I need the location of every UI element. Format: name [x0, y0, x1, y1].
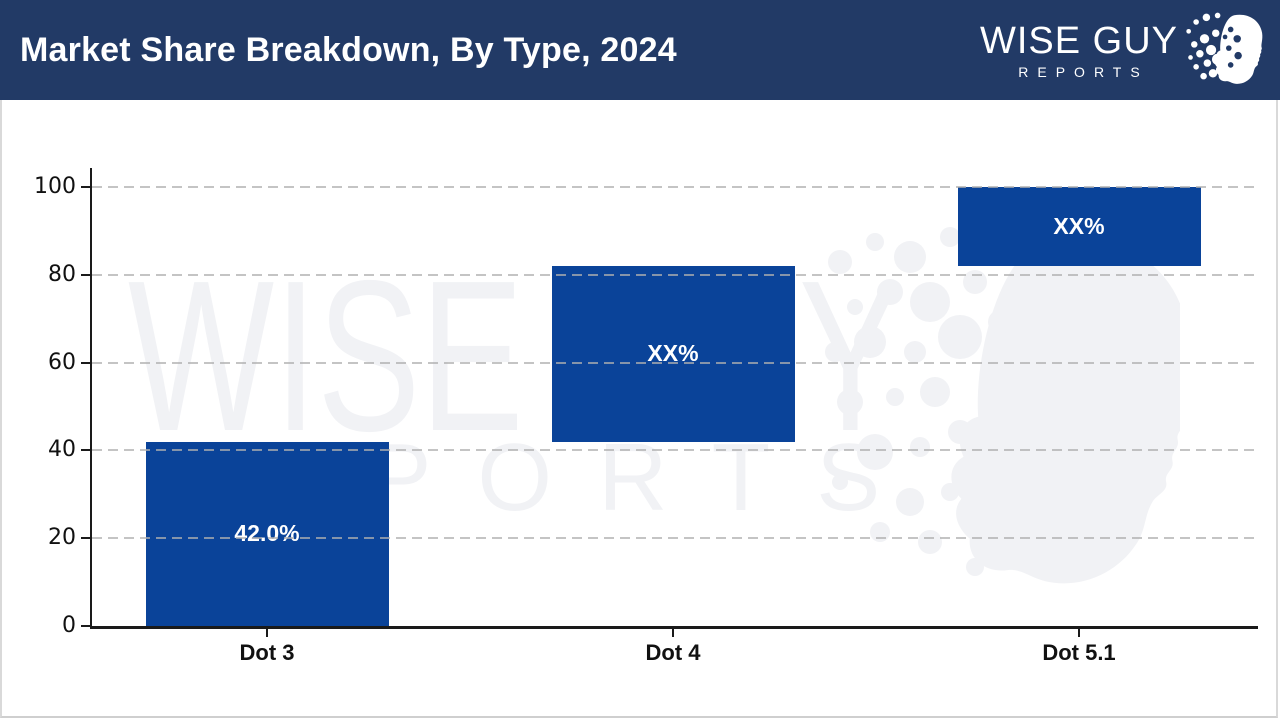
y-tick-0 — [81, 625, 90, 627]
x-tick-label-dot-5-1: Dot 5.1 — [1042, 640, 1116, 665]
x-tick-dot-3 — [266, 629, 268, 637]
gridline-20 — [92, 537, 1258, 540]
gridline-100 — [92, 186, 1258, 188]
logo-subtitle: REPORTS — [1018, 63, 1149, 80]
bar-value-label-dot-5-1: XX% — [1053, 213, 1105, 239]
bar-value-label-dot-3: 42.0% — [234, 520, 300, 547]
y-tick-label-100: 100 — [34, 174, 76, 199]
logo-text: WISE GUY REPORTS — [980, 22, 1178, 79]
logo-face-icon — [1186, 12, 1263, 84]
x-tick-dot-5-1 — [1078, 629, 1080, 637]
y-tick-label-20: 20 — [48, 525, 76, 551]
logo-wordmark: WISE GUY — [979, 19, 1178, 62]
wiseguy-logo: WISE GUY REPORTS — [980, 0, 1268, 100]
y-tick-label-60: 60 — [48, 349, 76, 375]
gridline-60 — [92, 361, 1258, 364]
gridline-40 — [92, 449, 1258, 452]
x-axis — [90, 626, 1258, 629]
y-tick-40 — [81, 449, 90, 452]
page-title: Market Share Breakdown, By Type, 2024 — [20, 30, 677, 69]
header: Market Share Breakdown, By Type, 2024 WI… — [0, 0, 1280, 100]
chart-canvas: WISE GUY REPORTS 0 — [0, 100, 1278, 718]
y-tick-label-40: 40 — [48, 437, 76, 463]
y-tick-label-80: 80 — [48, 261, 76, 287]
y-tick-20 — [81, 537, 90, 540]
chart: 0 20 40 60 80 100 42.0% Dot 3 XX% Dot 4 XX% Dot 5.1 — [2, 100, 1276, 716]
x-tick-dot-4 — [672, 629, 674, 637]
y-tick-label-0: 0 — [62, 613, 76, 638]
bar-dot-4: XX% — [551, 266, 795, 442]
bar-dot-5-1: XX% — [957, 187, 1201, 267]
x-tick-label-dot-4: Dot 4 — [645, 640, 701, 665]
x-tick-label-dot-3: Dot 3 — [239, 640, 295, 665]
y-tick-80 — [81, 273, 90, 276]
bar-dot-3: 42.0% — [145, 441, 389, 626]
y-tick-100 — [81, 186, 90, 188]
gridline-80 — [92, 273, 1258, 276]
y-tick-60 — [81, 361, 90, 364]
y-axis — [90, 168, 92, 628]
